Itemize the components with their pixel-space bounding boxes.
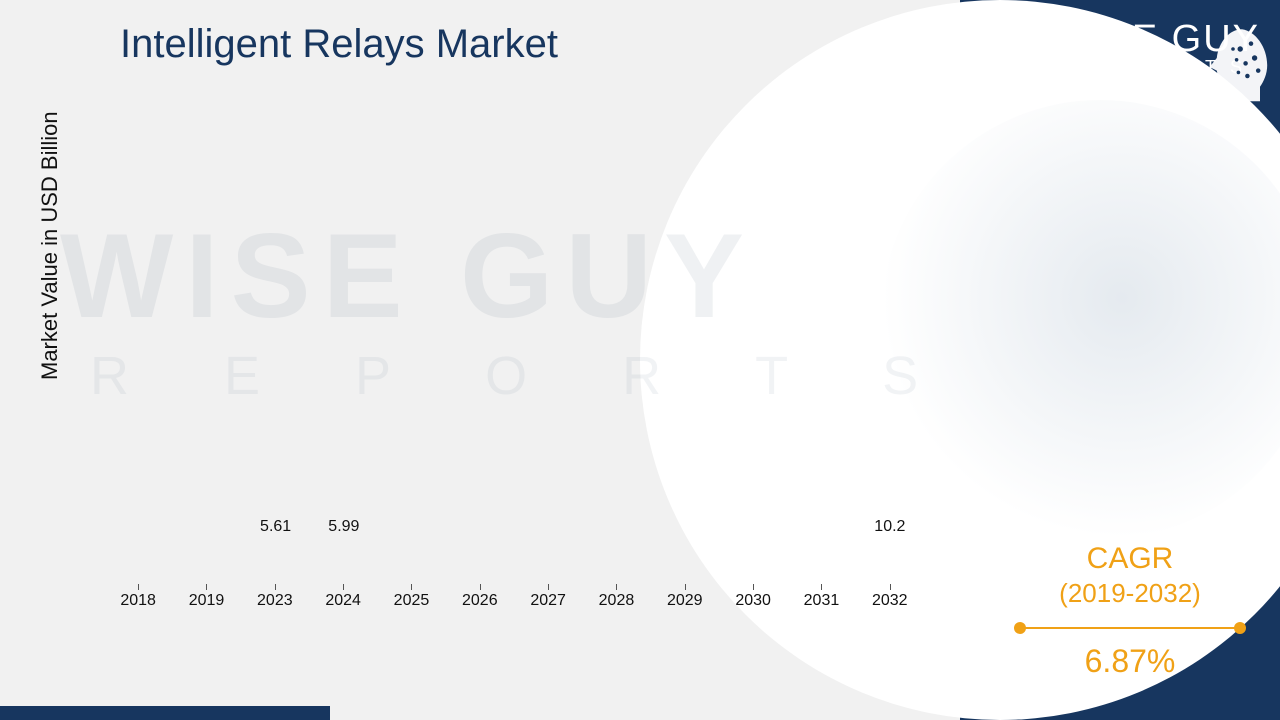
brand-logo: WISE GUY REPORTS xyxy=(1054,18,1260,78)
bar-chart: Market Value in USD Billion 5.615.9910.2… xyxy=(50,150,930,610)
plot-area: 5.61 5.99 10.2 xyxy=(98,150,930,560)
x-tick-label: 2031 xyxy=(787,584,855,610)
x-tick-label: 2018 xyxy=(104,584,172,610)
x-tick-label: 2032 xyxy=(856,584,924,610)
chart-title: Intelligent Relays Market xyxy=(120,22,558,67)
bar-value-label: 10.2 xyxy=(874,518,905,536)
cagr-title: CAGR xyxy=(980,542,1280,576)
x-axis: 2018201920232024202520262027202820292030… xyxy=(98,584,930,610)
x-tick-label: 2028 xyxy=(582,584,650,610)
cagr-divider-icon xyxy=(1020,627,1240,629)
x-tick-label: 2030 xyxy=(719,584,787,610)
x-tick-label: 2023 xyxy=(241,584,309,610)
bar-value-label: 5.99 xyxy=(328,518,359,536)
x-tick-label: 2029 xyxy=(651,584,719,610)
head-network-icon xyxy=(1188,22,1278,112)
cagr-block: CAGR (2019-2032) 6.87% xyxy=(980,542,1280,680)
x-tick-label: 2024 xyxy=(309,584,377,610)
x-tick-label: 2027 xyxy=(514,584,582,610)
y-axis-label: Market Value in USD Billion xyxy=(37,111,63,380)
cagr-value: 6.87% xyxy=(980,643,1280,680)
x-tick-label: 2019 xyxy=(172,584,240,610)
bar-value-label: 5.61 xyxy=(260,518,291,536)
infographic-stage: WISE GUY R E P O R T S Intelligent Relay… xyxy=(0,0,1280,720)
x-tick-label: 2026 xyxy=(446,584,514,610)
x-tick-label: 2025 xyxy=(377,584,445,610)
cagr-range: (2019-2032) xyxy=(980,578,1280,609)
footer-accent-bar xyxy=(0,706,330,720)
bars-container: 5.61 5.99 10.2 xyxy=(99,150,930,560)
